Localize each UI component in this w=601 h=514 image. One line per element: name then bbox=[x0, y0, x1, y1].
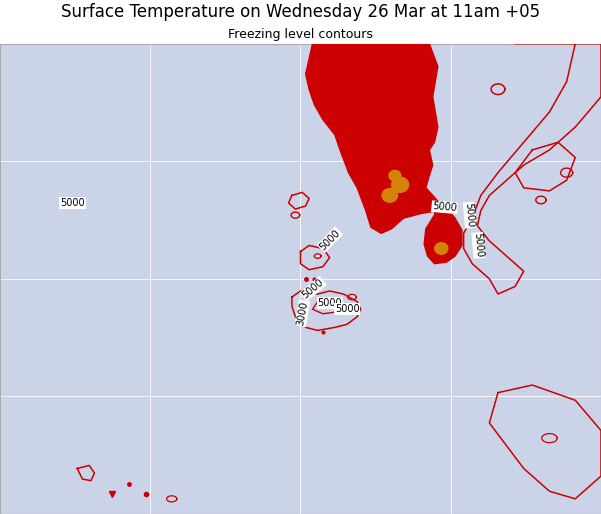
Text: Surface Temperature on Wednesday 26 Mar at 11am +05: Surface Temperature on Wednesday 26 Mar … bbox=[61, 3, 540, 21]
Circle shape bbox=[435, 243, 448, 254]
Text: 5000: 5000 bbox=[472, 233, 484, 258]
Polygon shape bbox=[424, 206, 462, 264]
Text: 5000: 5000 bbox=[60, 198, 85, 208]
Circle shape bbox=[382, 189, 397, 202]
Text: 5000: 5000 bbox=[335, 304, 359, 314]
Text: 5000: 5000 bbox=[318, 228, 342, 252]
Text: 5000: 5000 bbox=[432, 201, 457, 213]
Text: 5000: 5000 bbox=[300, 277, 326, 301]
Circle shape bbox=[389, 170, 401, 181]
Polygon shape bbox=[306, 44, 439, 233]
Text: 3000: 3000 bbox=[295, 301, 310, 326]
Circle shape bbox=[391, 177, 409, 192]
Text: 5000: 5000 bbox=[318, 298, 343, 308]
Text: Freezing level contours: Freezing level contours bbox=[228, 28, 373, 41]
Text: 5000: 5000 bbox=[463, 203, 476, 228]
